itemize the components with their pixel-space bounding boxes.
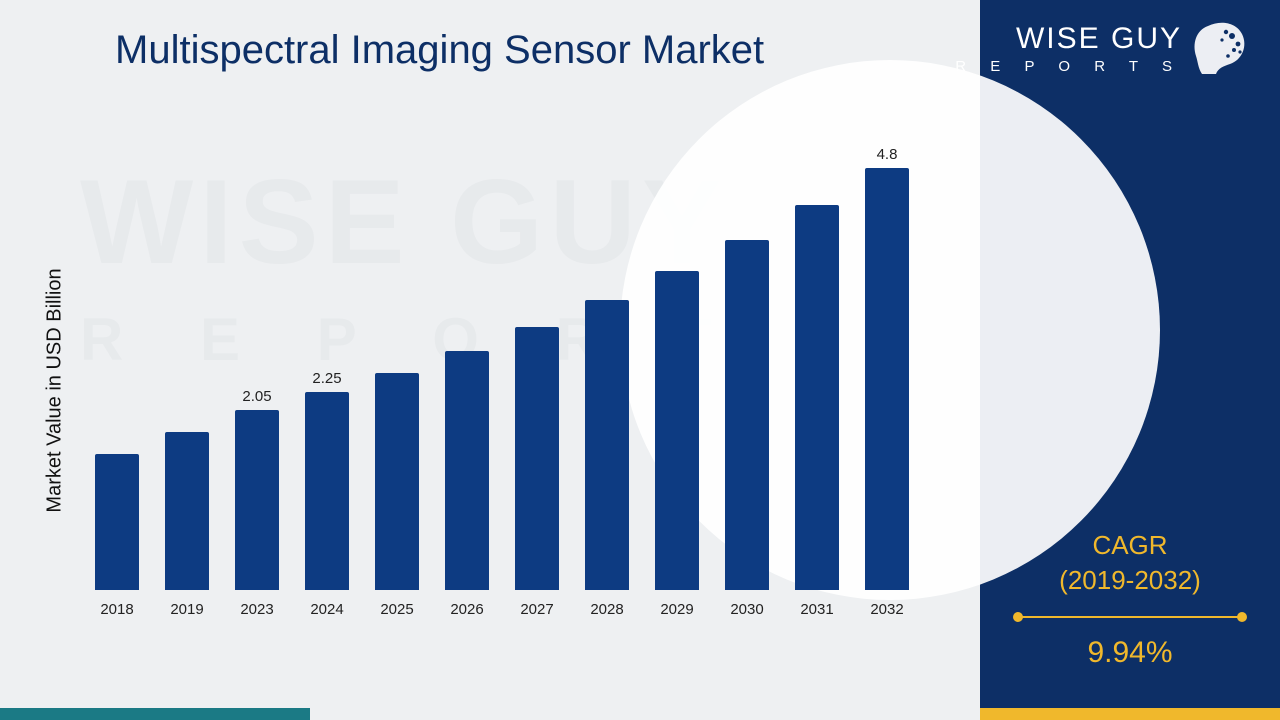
bar-slot <box>787 183 847 590</box>
bar-slot <box>367 351 427 590</box>
bar <box>515 327 559 590</box>
x-tick-label: 2027 <box>507 601 567 618</box>
bar-slot <box>507 305 567 590</box>
bar-slot <box>437 329 497 590</box>
bar-slot <box>717 218 777 590</box>
brand-logo-line2: R E P O R T S <box>955 58 1182 75</box>
x-tick-label: 2032 <box>857 601 917 618</box>
x-tick-label: 2031 <box>787 601 847 618</box>
bar <box>865 168 909 590</box>
x-tick-label: 2023 <box>227 601 287 618</box>
bar <box>725 240 769 590</box>
x-tick-label: 2019 <box>157 601 217 618</box>
cagr-title: CAGR (2019-2032) <box>1010 528 1250 598</box>
bar <box>375 373 419 590</box>
y-axis-label-text: Market Value in USD Billion <box>44 268 67 512</box>
bar <box>305 392 349 590</box>
x-tick-label: 2025 <box>367 601 427 618</box>
bar <box>445 351 489 590</box>
bar-slot: 4.8 <box>857 146 917 590</box>
brand-logo-line1: WISE GUY <box>955 22 1182 56</box>
chart-title: Multispectral Imaging Sensor Market <box>115 28 764 73</box>
bar-value-label: 4.8 <box>877 146 898 164</box>
x-ticks-container: 2018 2019 2023 2024 2025 2026 2027 2028 2029 2030… <box>79 601 925 618</box>
x-tick-label: 2024 <box>297 601 357 618</box>
y-axis-label: Market Value in USD Billion <box>45 220 65 560</box>
bar <box>165 432 209 590</box>
x-tick-label: 2029 <box>647 601 707 618</box>
bar-slot <box>157 410 217 590</box>
bar-slot <box>87 432 147 590</box>
bar <box>585 300 629 590</box>
panel-accent-strip <box>980 708 1280 720</box>
bar <box>655 271 699 590</box>
plot-area: 2.052.254.8 2018201920232024202520262027… <box>79 150 925 590</box>
bar-slot: 2.05 <box>227 388 287 590</box>
cagr-block: CAGR (2019-2032) 9.94% <box>1010 528 1250 670</box>
cagr-title-line2: (2019-2032) <box>1059 565 1201 595</box>
x-tick-label: 2028 <box>577 601 637 618</box>
cagr-divider <box>1018 616 1242 618</box>
bar-slot: 2.25 <box>297 370 357 590</box>
bottom-accent-strip <box>0 708 310 720</box>
bar-slot <box>577 278 637 590</box>
bar-value-label: 2.05 <box>242 388 271 406</box>
x-tick-label: 2018 <box>87 601 147 618</box>
bar <box>95 454 139 590</box>
x-tick-label: 2026 <box>437 601 497 618</box>
bar <box>795 205 839 590</box>
cagr-title-line1: CAGR <box>1092 530 1167 560</box>
bar-value-label: 2.25 <box>312 370 341 388</box>
bar-slot <box>647 249 707 590</box>
bar <box>235 410 279 590</box>
figure-canvas: WISE GUY R E P O R T S Multispectral Ima… <box>0 0 1280 720</box>
x-tick-label: 2030 <box>717 601 777 618</box>
chart-region: Market Value in USD Billion 2.052.254.8 … <box>65 150 925 630</box>
bars-container: 2.052.254.8 <box>79 150 925 590</box>
brand-logo: WISE GUY R E P O R T S <box>955 22 1252 75</box>
cagr-value: 9.94% <box>1010 636 1250 670</box>
